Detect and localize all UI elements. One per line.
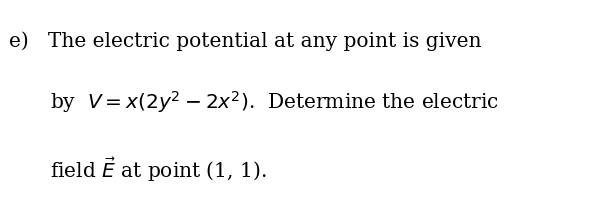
Text: e)   The electric potential at any point is given: e) The electric potential at any point i… <box>9 31 481 50</box>
Text: field $\vec{E}$ at point (1, 1).: field $\vec{E}$ at point (1, 1). <box>50 155 266 183</box>
Text: by  $V = x(2y^2 - 2x^2)$.  Determine the electric: by $V = x(2y^2 - 2x^2)$. Determine the e… <box>50 89 499 115</box>
